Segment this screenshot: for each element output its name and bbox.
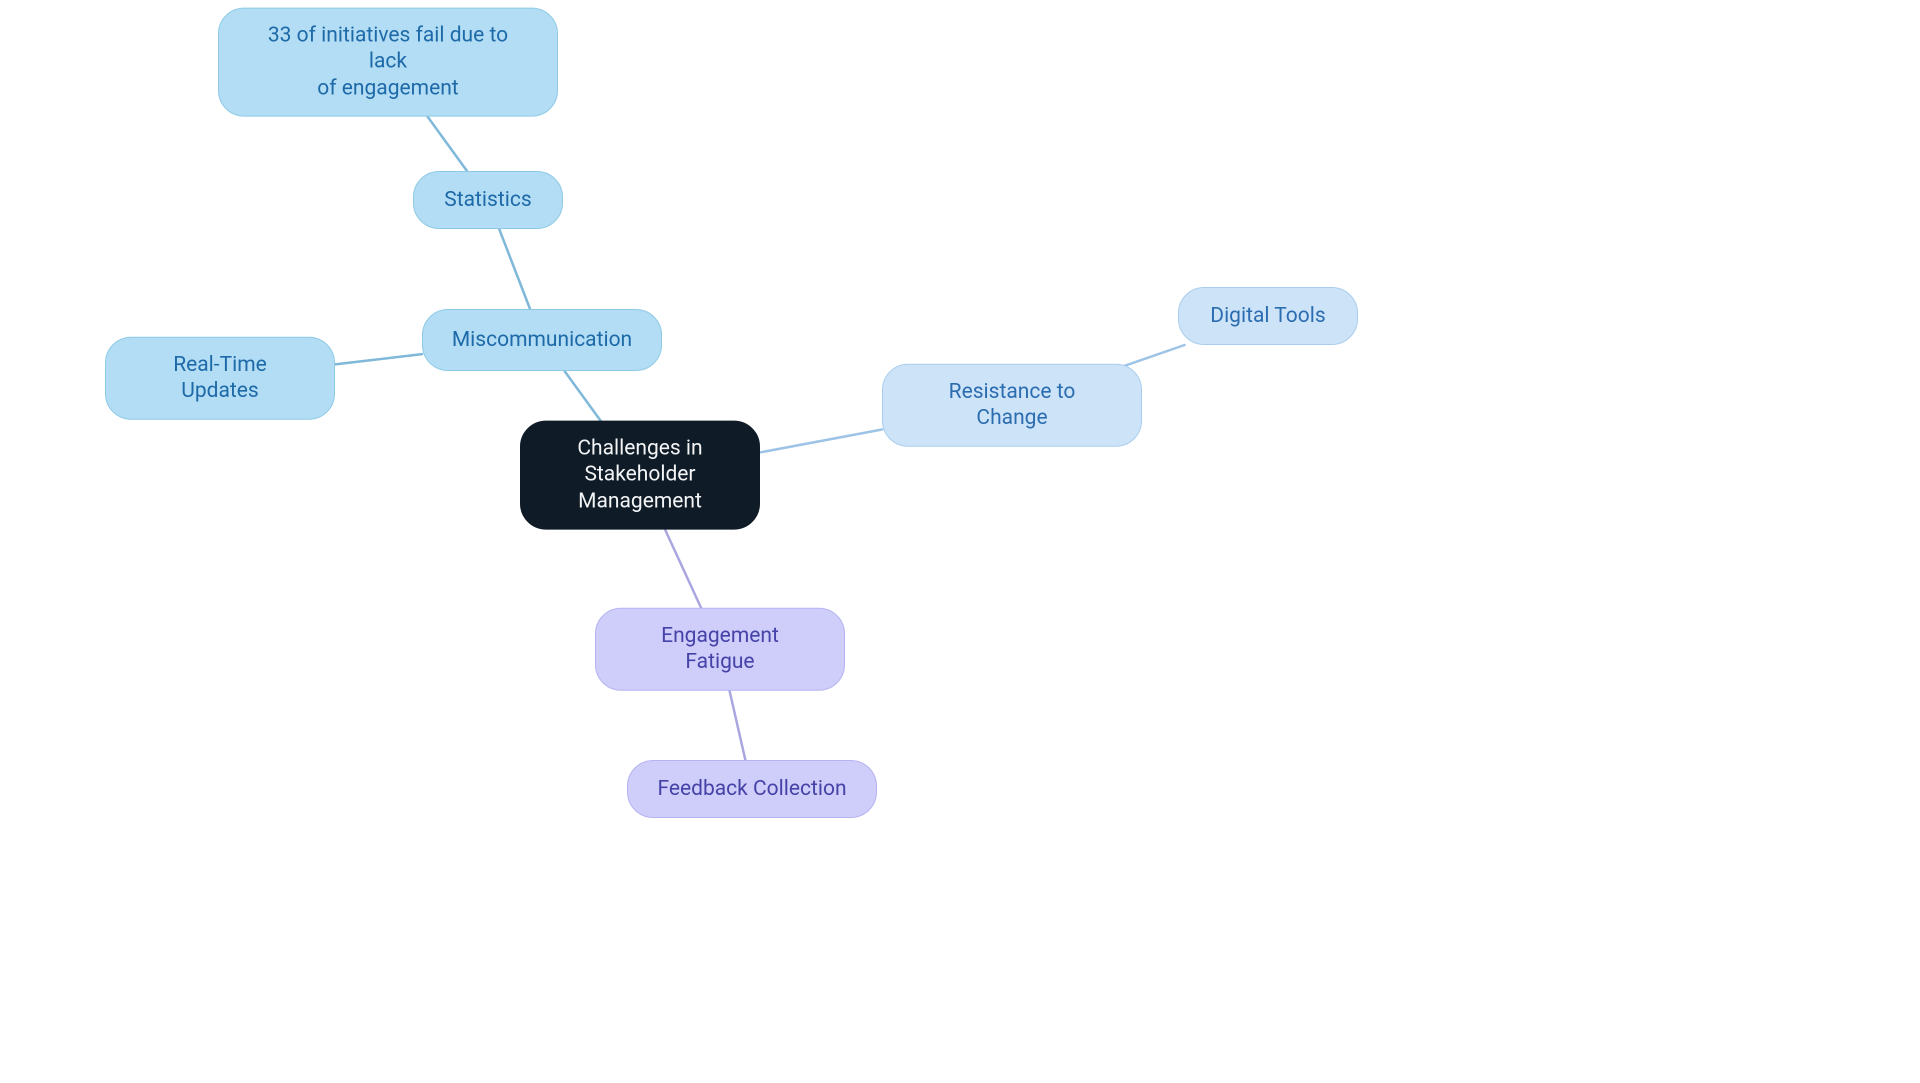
node-digital[interactable]: Digital Tools [1178,287,1358,345]
node-stat33[interactable]: 33 of initiatives fail due to lack of en… [218,8,558,117]
edge-miscomm-realtime [335,354,422,364]
node-miscomm[interactable]: Miscommunication [422,309,662,371]
node-fatigue[interactable]: Engagement Fatigue [595,608,845,691]
edge-fatigue-feedback [727,680,745,760]
node-resistance[interactable]: Resistance to Change [882,364,1142,447]
node-feedback[interactable]: Feedback Collection [627,760,877,818]
edge-root-resistance [760,429,882,452]
mindmap-canvas: Challenges in Stakeholder Management Misc… [0,0,1920,1083]
edge-root-fatigue [661,520,706,618]
node-root[interactable]: Challenges in Stakeholder Management [520,421,760,530]
node-realtime[interactable]: Real-Time Updates [105,337,335,420]
edges-layer [0,0,1920,1083]
node-stats[interactable]: Statistics [413,171,563,229]
edge-miscomm-stats [499,229,530,309]
